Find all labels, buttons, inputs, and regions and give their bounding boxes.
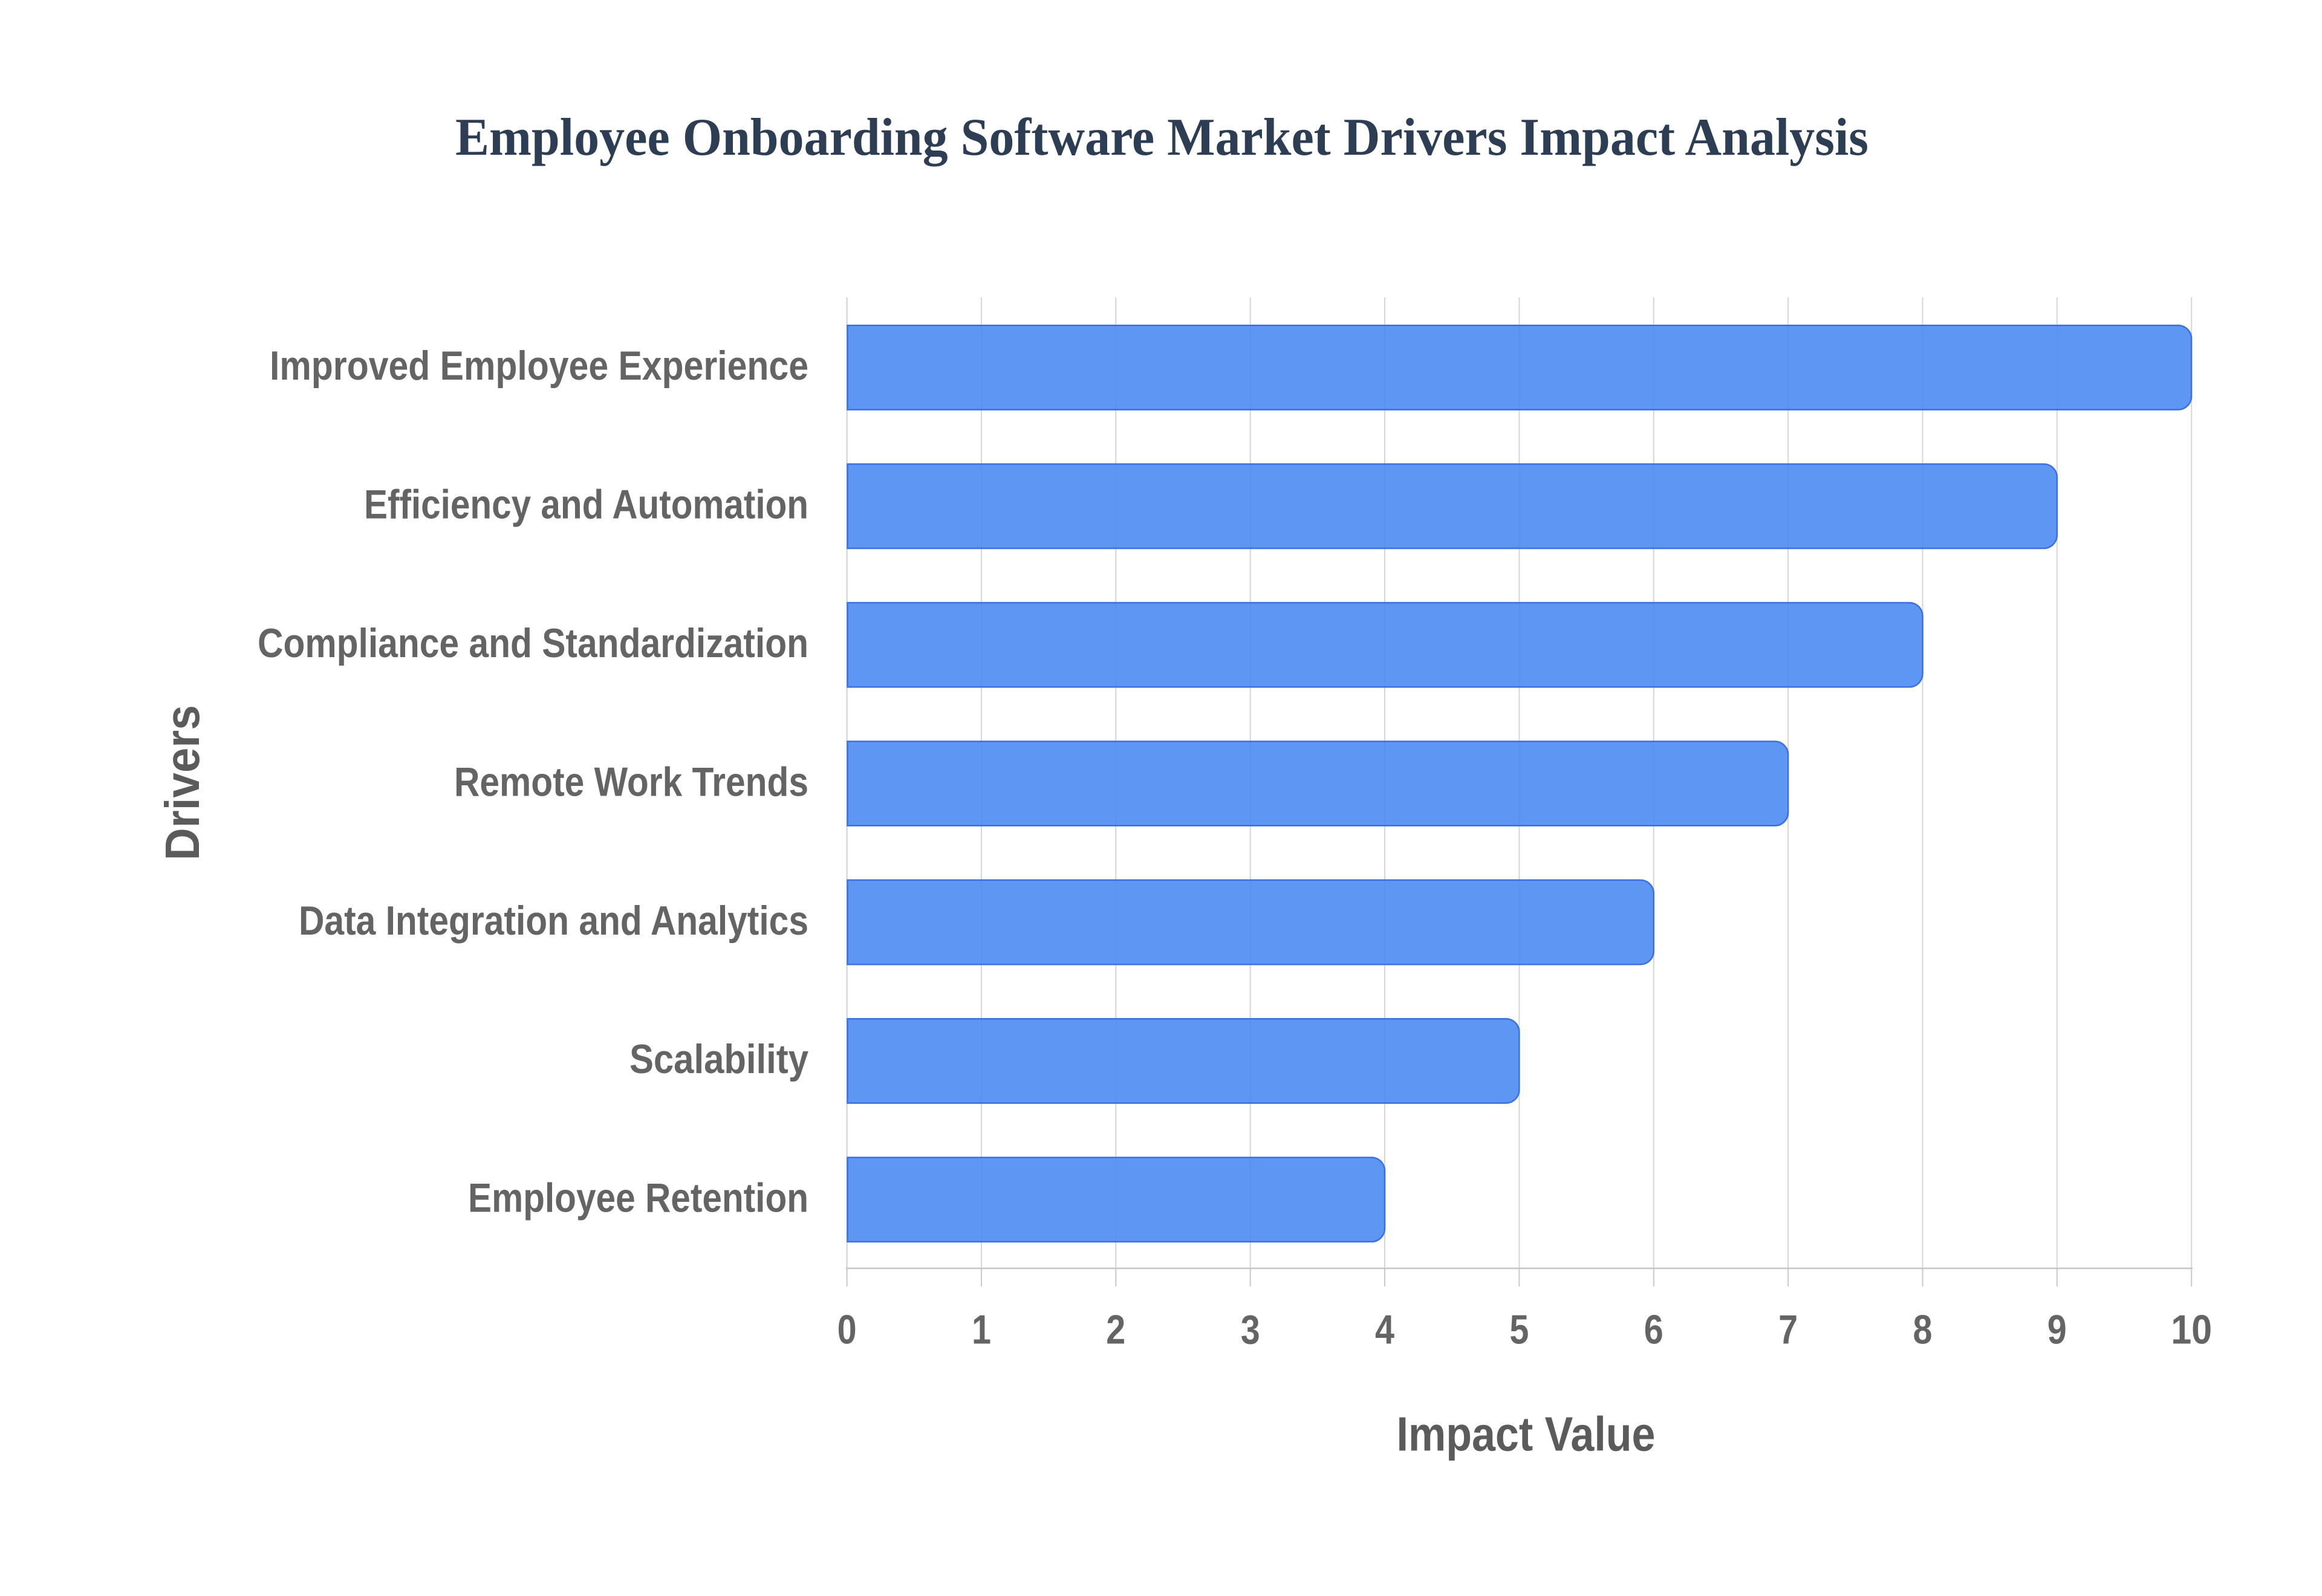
svg-text:Remote Work Trends: Remote Work Trends xyxy=(454,759,808,805)
svg-text:6: 6 xyxy=(1644,1308,1663,1353)
svg-text:7: 7 xyxy=(1778,1308,1798,1353)
svg-text:Improved Employee Experience: Improved Employee Experience xyxy=(270,343,808,389)
svg-text:Employee Retention: Employee Retention xyxy=(468,1176,808,1221)
svg-text:0: 0 xyxy=(837,1308,857,1353)
svg-text:Scalability: Scalability xyxy=(629,1037,808,1082)
svg-text:1: 1 xyxy=(972,1308,991,1353)
svg-text:Impact Value: Impact Value xyxy=(1397,1407,1656,1461)
svg-text:5: 5 xyxy=(1509,1308,1529,1353)
svg-text:Efficiency and Automation: Efficiency and Automation xyxy=(364,482,808,528)
svg-text:4: 4 xyxy=(1375,1308,1394,1353)
svg-text:Employee Onboarding Software M: Employee Onboarding Software Market Driv… xyxy=(455,108,1868,167)
svg-text:10: 10 xyxy=(2171,1308,2212,1353)
svg-text:2: 2 xyxy=(1106,1308,1125,1353)
svg-text:Data Integration and Analytics: Data Integration and Analytics xyxy=(299,898,808,944)
svg-text:8: 8 xyxy=(1913,1308,1933,1353)
svg-text:Compliance and Standardization: Compliance and Standardization xyxy=(258,621,808,666)
svg-text:Drivers: Drivers xyxy=(155,705,209,860)
svg-text:3: 3 xyxy=(1241,1308,1260,1353)
svg-text:9: 9 xyxy=(2047,1308,2067,1353)
